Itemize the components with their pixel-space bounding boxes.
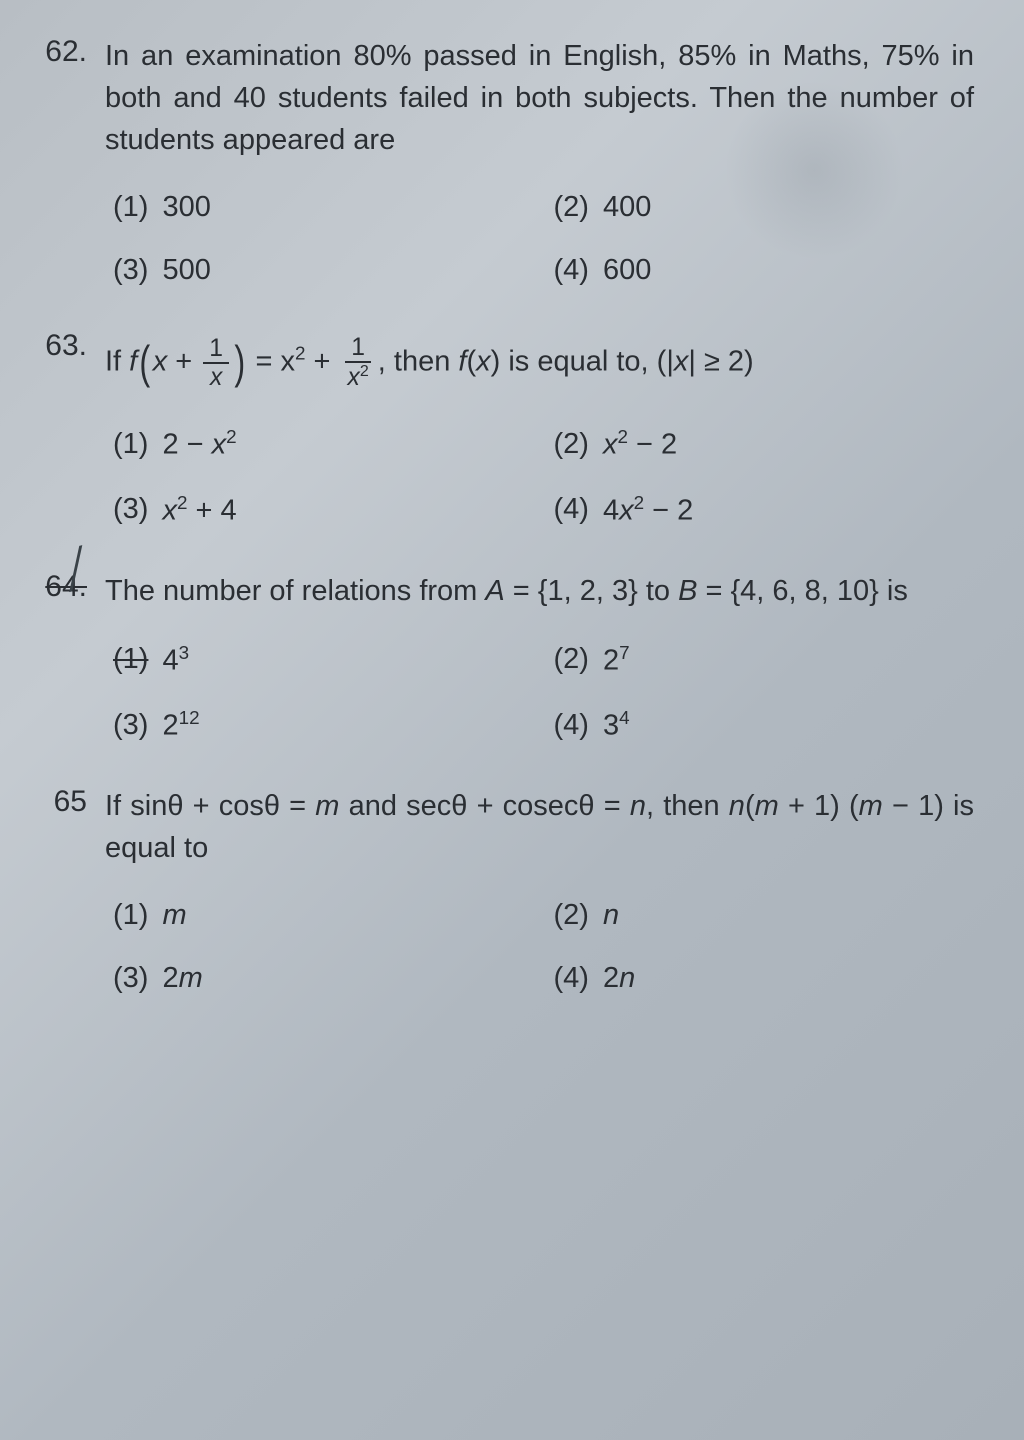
option-1: (1) 300 xyxy=(113,191,534,224)
option-number: (3) xyxy=(113,962,148,995)
option-text: m xyxy=(162,899,186,932)
option-number: (3) xyxy=(113,709,148,742)
question-content: If f(x + 1x) = x2 + 1x2, then f(x) is eq… xyxy=(105,329,974,528)
question-text: If f(x + 1x) = x2 + 1x2, then f(x) is eq… xyxy=(105,329,974,396)
text-part: If xyxy=(105,345,129,377)
question-content: The number of relations from A = {1, 2, … xyxy=(105,570,974,743)
option-number: (3) xyxy=(113,254,148,287)
options-grid: (1) 2 − x2 (2) x2 − 2 (3) x2 + 4 (4) 4x2… xyxy=(105,426,974,527)
fraction: 1x xyxy=(203,335,229,391)
option-text: n xyxy=(603,899,619,932)
text-part: , then f(x) is equal to, (|x| ≥ 2) xyxy=(378,345,754,377)
option-number: (4) xyxy=(554,493,589,526)
option-number: (2) xyxy=(554,428,589,461)
option-number: (4) xyxy=(554,709,589,742)
option-1: (1) 2 − x2 xyxy=(113,426,534,462)
option-number: (2) xyxy=(554,191,589,224)
option-4: (4) 2n xyxy=(554,962,975,995)
denominator: x xyxy=(204,364,228,391)
option-number: (2) xyxy=(554,899,589,932)
text-part: + xyxy=(305,345,338,377)
option-text: 27 xyxy=(603,642,630,678)
options-grid: (1) 43 (2) 27 (3) 212 (4) 34 xyxy=(105,642,974,743)
option-3: (3) x2 + 4 xyxy=(113,492,534,528)
numerator: 1 xyxy=(203,335,229,364)
option-2: (2) 27 xyxy=(554,642,975,678)
question-content: If sinθ + cosθ = m and secθ + cosecθ = n… xyxy=(105,785,974,995)
option-text: 2 − x2 xyxy=(162,426,236,462)
question-64: ╱ 64. The number of relations from A = {… xyxy=(30,570,974,743)
paren-icon: ) xyxy=(234,329,245,396)
option-number: (1) xyxy=(113,643,148,676)
option-text: 43 xyxy=(162,642,189,678)
numerator: 1 xyxy=(345,334,371,363)
denominator: x2 xyxy=(342,363,375,391)
question-62: 62. In an examination 80% passed in Engl… xyxy=(30,35,974,287)
question-63: 63. If f(x + 1x) = x2 + 1x2, then f(x) i… xyxy=(30,329,974,528)
option-number: (1) xyxy=(113,428,148,461)
option-text: 400 xyxy=(603,191,651,224)
question-number: 63. xyxy=(30,329,105,363)
question-text: If sinθ + cosθ = m and secθ + cosecθ = n… xyxy=(105,785,974,869)
option-3: (3) 500 xyxy=(113,254,534,287)
text-part: + xyxy=(167,345,200,377)
option-4: (4) 600 xyxy=(554,254,975,287)
question-65: 65 If sinθ + cosθ = m and secθ + cosecθ … xyxy=(30,785,974,995)
option-1: (1) 43 xyxy=(113,642,534,678)
option-text: 212 xyxy=(162,707,199,743)
text-part: x xyxy=(153,345,168,377)
option-text: 4x2 − 2 xyxy=(603,492,693,528)
option-number: (1) xyxy=(113,191,148,224)
option-2: (2) x2 − 2 xyxy=(554,426,975,462)
option-text: 600 xyxy=(603,254,651,287)
options-grid: (1) m (2) n (3) 2m (4) 2n xyxy=(105,899,974,995)
question-text: In an examination 80% passed in English,… xyxy=(105,35,974,161)
question-text: The number of relations from A = {1, 2, … xyxy=(105,570,974,612)
text-part: = x xyxy=(247,345,295,377)
option-text: 300 xyxy=(162,191,210,224)
option-number: (3) xyxy=(113,493,148,526)
option-text: x2 − 2 xyxy=(603,426,677,462)
option-number: (4) xyxy=(554,962,589,995)
option-text: 34 xyxy=(603,707,630,743)
fraction: 1x2 xyxy=(342,334,375,391)
option-3: (3) 212 xyxy=(113,707,534,743)
option-4: (4) 34 xyxy=(554,707,975,743)
option-number: (1) xyxy=(113,899,148,932)
option-number: (2) xyxy=(554,643,589,676)
option-2: (2) n xyxy=(554,899,975,932)
paren-icon: ( xyxy=(140,329,151,396)
option-text: x2 + 4 xyxy=(162,492,236,528)
options-grid: (1) 300 (2) 400 (3) 500 (4) 600 xyxy=(105,191,974,287)
option-text: 2n xyxy=(603,962,635,995)
option-number: (4) xyxy=(554,254,589,287)
option-2: (2) 400 xyxy=(554,191,975,224)
option-1: (1) m xyxy=(113,899,534,932)
question-number: 62. xyxy=(30,35,105,69)
question-number: 65 xyxy=(30,785,105,819)
option-4: (4) 4x2 − 2 xyxy=(554,492,975,528)
option-text: 2m xyxy=(162,962,202,995)
option-text: 500 xyxy=(162,254,210,287)
option-3: (3) 2m xyxy=(113,962,534,995)
text-part: f xyxy=(129,345,137,377)
sup-2: 2 xyxy=(295,343,305,364)
question-content: In an examination 80% passed in English,… xyxy=(105,35,974,287)
